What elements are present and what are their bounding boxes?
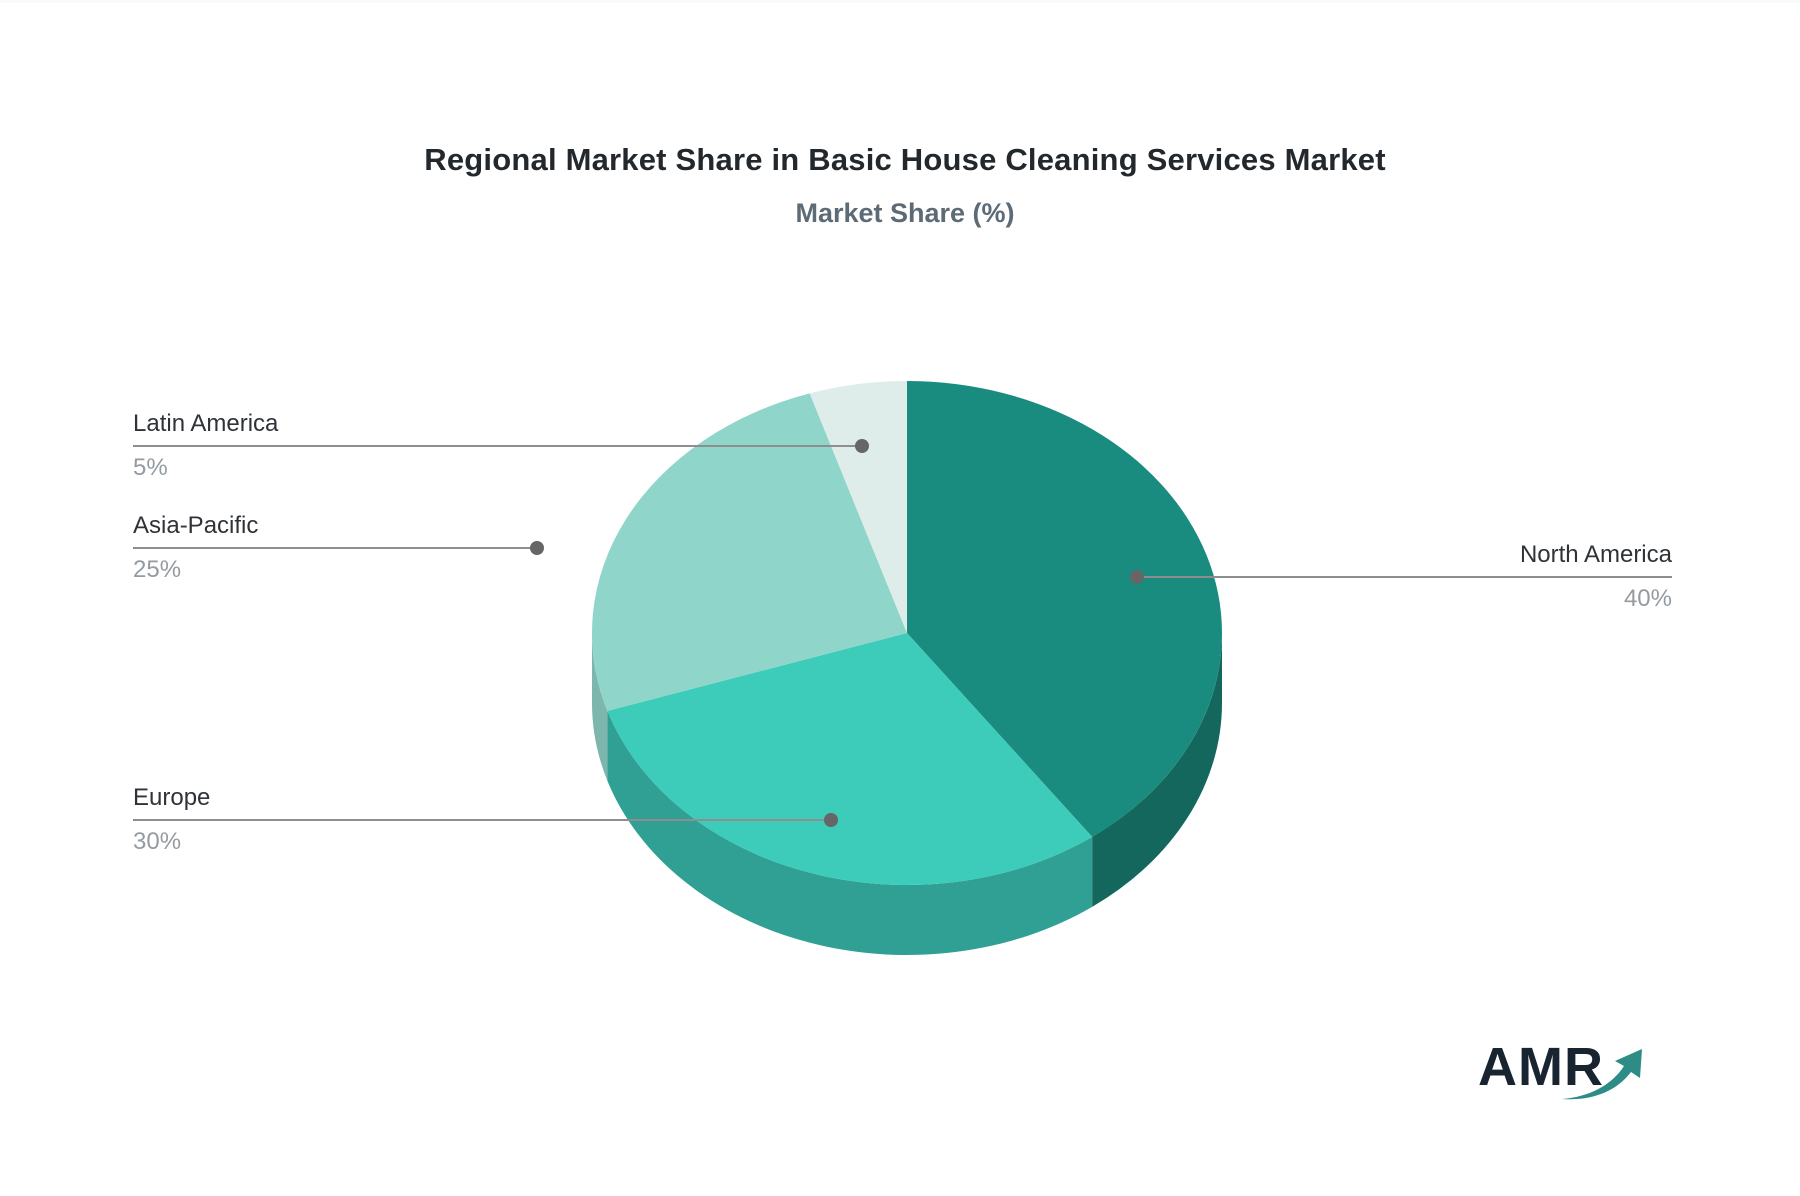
pie-chart (592, 381, 1222, 955)
pie-slice-north-america[interactable] (907, 381, 1222, 837)
pie-slice-europe[interactable] (607, 633, 1093, 885)
amr-logo: AMR (1478, 1039, 1658, 1105)
pie-slice-side-north-america (1092, 633, 1222, 907)
pie-slice-side-europe (607, 710, 1093, 955)
slice-label: Asia-Pacific (133, 512, 259, 539)
slice-percentage: 40% (1623, 585, 1672, 612)
leader-dot (824, 813, 838, 827)
chart-title: Regional Market Share in Basic House Cle… (424, 142, 1386, 177)
leader-dot (1130, 570, 1144, 584)
amr-logo-text: AMR (1478, 1037, 1604, 1097)
slice-label: Europe (133, 784, 211, 811)
leader-line (133, 819, 831, 821)
slice-label: North America (1519, 541, 1672, 568)
leader-line (1137, 576, 1672, 578)
leader-dot (855, 439, 869, 453)
chart-subtitle: Market Share (%) (795, 198, 1015, 228)
amr-logo-arrow-icon (1562, 1049, 1642, 1100)
leader-line (133, 445, 862, 447)
leader-dot (530, 541, 544, 555)
leader-line (133, 547, 537, 549)
pie-slice-latin-america[interactable] (809, 381, 907, 633)
slice-percentage: 30% (133, 828, 182, 855)
pie-slice-asia-pacific[interactable] (592, 393, 907, 711)
slice-percentage: 25% (133, 556, 182, 583)
pie-slice-side-asia-pacific (592, 633, 608, 781)
slice-label: Latin America (133, 410, 279, 437)
slice-percentage: 5% (133, 454, 168, 481)
